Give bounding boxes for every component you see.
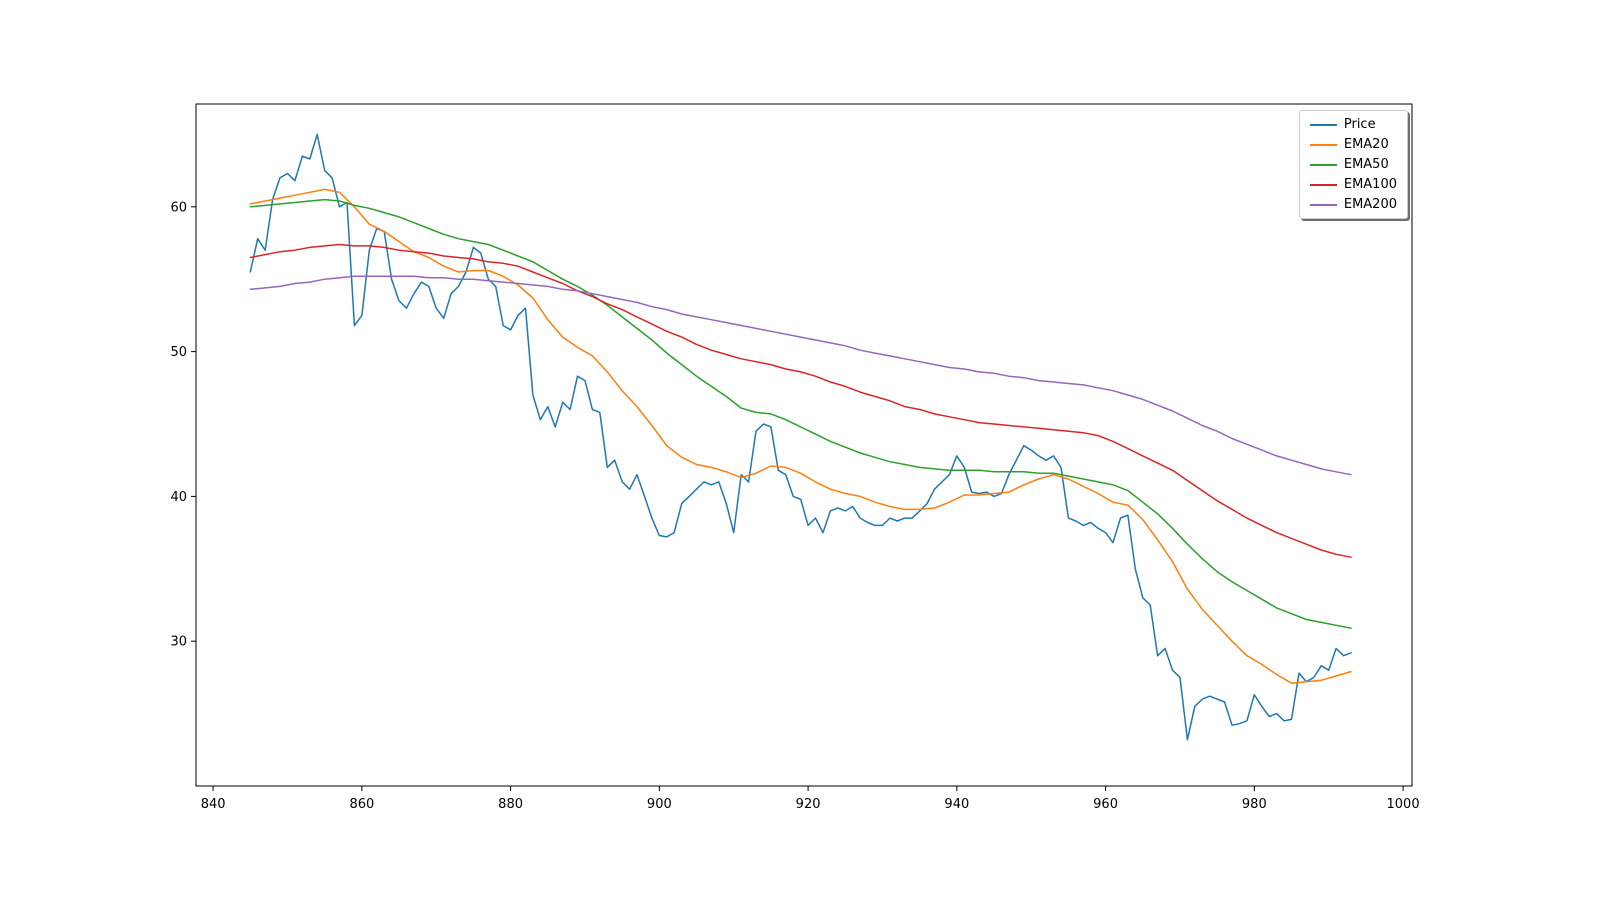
- legend-line-sample-ema50: [1309, 163, 1337, 166]
- series-line-price: [249, 133, 1352, 741]
- legend-item-ema100: EMA100: [1309, 177, 1397, 192]
- legend-line-sample-price: [1309, 123, 1337, 126]
- legend-line-sample-ema20: [1309, 143, 1337, 146]
- legend-label-ema100: EMA100: [1343, 177, 1397, 192]
- legend-item-price: Price: [1309, 117, 1397, 132]
- x-tick-label: 900: [647, 797, 672, 812]
- y-tick-label: 30: [170, 635, 187, 650]
- legend-item-ema20: EMA20: [1309, 137, 1397, 152]
- legend-item-ema50: EMA50: [1309, 157, 1397, 172]
- y-tick-label: 60: [170, 200, 187, 215]
- y-tick-label: 50: [170, 345, 187, 360]
- legend-label-ema200: EMA200: [1343, 197, 1397, 212]
- legend-label-ema20: EMA20: [1343, 137, 1389, 152]
- x-tick-label: 940: [944, 797, 969, 812]
- y-tick-label: 40: [170, 490, 187, 505]
- x-tick-label: 840: [201, 797, 226, 812]
- series-line-ema50: [249, 198, 1352, 629]
- series-line-ema200: [249, 275, 1352, 476]
- legend-line-sample-ema200: [1309, 203, 1337, 206]
- series-line-ema100: [249, 243, 1352, 558]
- legend: Price EMA20 EMA50 EMA100 EMA200: [1298, 110, 1408, 219]
- x-tick-label: 880: [498, 797, 523, 812]
- x-tick-label: 860: [349, 797, 374, 812]
- x-tick-label: 920: [796, 797, 821, 812]
- series-line-ema20: [249, 188, 1352, 684]
- x-tick-label: 960: [1093, 797, 1118, 812]
- legend-label-ema50: EMA50: [1343, 157, 1389, 172]
- x-tick-label: 980: [1242, 797, 1267, 812]
- legend-label-price: Price: [1343, 117, 1376, 132]
- axes-spines: [195, 103, 1413, 787]
- x-tick-label: 1000: [1387, 797, 1420, 812]
- legend-line-sample-ema100: [1309, 183, 1337, 186]
- legend-item-ema200: EMA200: [1309, 197, 1397, 212]
